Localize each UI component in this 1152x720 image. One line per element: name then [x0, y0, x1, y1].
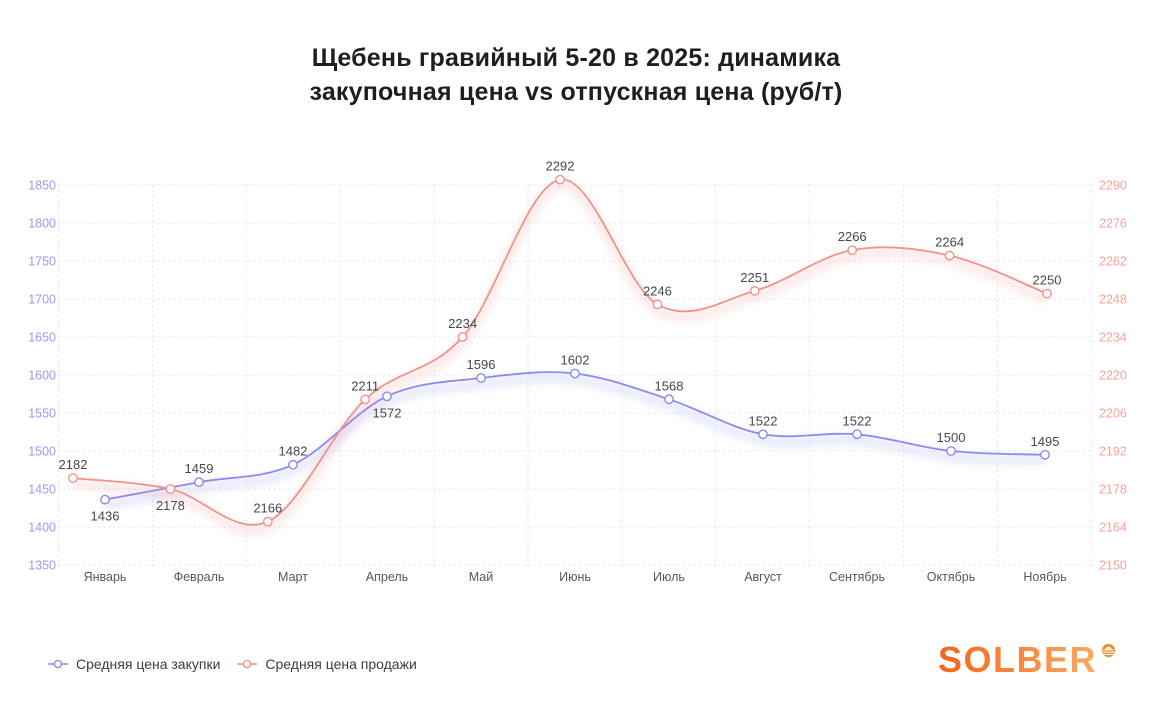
right-axis-tick-label: 2164 [1099, 521, 1127, 535]
data-point-label: 2292 [546, 159, 575, 174]
sale-series-icon [237, 659, 258, 669]
data-point-label: 1495 [1031, 434, 1060, 449]
left-axis-tick-label: 1450 [28, 483, 56, 497]
right-axis-tick-label: 2150 [1099, 559, 1127, 573]
data-point-label: 1436 [91, 509, 120, 524]
data-point-label: 2250 [1033, 273, 1062, 288]
data-point-label: 1500 [937, 430, 966, 445]
left-axis-tick-label: 1600 [28, 369, 56, 383]
chart-title-line1: Щебень гравийный 5-20 в 2025: динамика [311, 44, 841, 72]
data-point-marker [1042, 288, 1052, 299]
x-axis-month-label: Январь [84, 570, 127, 584]
data-point-marker [570, 368, 580, 379]
left-axis-tick-label: 1400 [28, 521, 56, 535]
left-axis-tick-label: 1850 [28, 179, 56, 193]
data-point-label: 1572 [373, 405, 402, 420]
chart-legend: Средняя цена закупки Средняя цена продаж… [47, 656, 417, 672]
left-axis-tick-label: 1800 [28, 217, 56, 231]
data-point-label: 1596 [467, 357, 496, 372]
data-point-marker [457, 332, 468, 342]
data-point-marker [288, 459, 298, 470]
right-axis-tick-label: 2262 [1099, 255, 1127, 269]
purchase-series-icon [48, 659, 68, 669]
data-point-label: 2264 [935, 235, 964, 250]
data-point-label: 2166 [253, 501, 282, 516]
solber-logo-text: SOLBER [937, 639, 1097, 680]
data-point-label: 1459 [185, 461, 214, 476]
data-point-marker [946, 446, 956, 456]
x-axis-month-label: Ноябрь [1023, 570, 1066, 584]
data-point-label: 1602 [561, 353, 590, 368]
data-point-marker [476, 373, 486, 383]
right-axis-tick-label: 2178 [1099, 483, 1127, 497]
solber-logo: SOLBER [938, 642, 1116, 678]
data-point-label: 2182 [59, 457, 88, 472]
left-axis-tick-label: 1500 [28, 445, 56, 459]
data-point-marker [758, 429, 768, 440]
data-point-label: 1522 [749, 413, 778, 428]
x-axis-month-label: Апрель [366, 570, 408, 584]
data-point-marker [652, 299, 663, 310]
left-axis-tick-label: 1750 [28, 255, 56, 269]
x-axis-month-label: Февраль [174, 570, 225, 584]
x-axis-month-label: Март [278, 570, 308, 584]
sunrise-badge-icon [1101, 643, 1116, 663]
left-axis-tick-label: 1550 [28, 407, 56, 421]
left-axis-tick-label: 1350 [28, 559, 56, 573]
legend-label-sale: Средняя цена продажи [265, 656, 417, 672]
data-point-marker [100, 494, 110, 505]
sale-price-line [72, 178, 1048, 526]
legend-item-sale[interactable]: Средняя цена продажи [236, 656, 417, 672]
x-axis-month-label: Август [744, 570, 782, 584]
right-axis-tick-label: 2248 [1099, 293, 1127, 307]
purchase-line-glow [104, 373, 1046, 511]
right-axis-tick-label: 2220 [1099, 369, 1127, 383]
data-point-label: 1522 [843, 413, 872, 428]
legend-item-purchase[interactable]: Средняя цена закупки [47, 656, 220, 672]
data-point-marker [68, 473, 78, 483]
right-axis-tick-label: 2192 [1099, 445, 1127, 459]
right-axis-tick-label: 2290 [1099, 179, 1127, 193]
x-axis-month-label: Сентябрь [829, 570, 885, 584]
data-point-marker [360, 394, 371, 405]
data-point-marker [262, 516, 273, 527]
data-point-label: 2266 [838, 229, 867, 244]
x-axis-month-label: Июль [653, 570, 685, 584]
data-point-label: 1568 [655, 378, 684, 393]
x-axis-month-label: Июнь [559, 570, 591, 584]
chart-title-line2: закупочная цена vs отпускная цена (руб/т… [309, 78, 843, 106]
axis-labels: 1850 1800 1750 1700 1650 1600 1550 1500 1450 1400… [28, 179, 1127, 585]
data-point-label: 2211 [351, 378, 379, 393]
data-point-marker [944, 250, 955, 261]
right-axis-tick-label: 2206 [1099, 407, 1127, 421]
data-point-label: 1482 [279, 444, 308, 459]
left-axis-tick-label: 1700 [28, 293, 56, 307]
x-axis-month-label: Май [469, 570, 494, 584]
data-point-marker [382, 391, 392, 402]
data-point-marker [664, 394, 674, 405]
data-point-label: 2234 [448, 316, 477, 331]
left-axis-tick-label: 1650 [28, 331, 56, 345]
series-points: 1436 1459 1482 1572 1596 1602 1568 1522 1522 1500… [59, 159, 1062, 527]
data-point-label: 2246 [643, 283, 672, 298]
data-point-marker [194, 477, 204, 488]
right-axis-tick-label: 2234 [1099, 331, 1127, 345]
data-point-marker [852, 429, 862, 440]
legend-label-purchase: Средняя цена закупки [76, 656, 221, 672]
data-point-marker [749, 285, 760, 296]
data-point-marker [847, 245, 858, 256]
data-point-label: 2178 [156, 498, 185, 513]
right-axis-tick-label: 2276 [1099, 217, 1127, 231]
data-point-label: 2251 [740, 270, 769, 285]
data-point-marker [1040, 449, 1050, 460]
data-point-marker [165, 484, 176, 494]
data-point-marker [555, 174, 565, 185]
sale-line-glow [72, 181, 1049, 536]
x-axis-month-label: Октябрь [927, 570, 975, 584]
chart-title: Щебень гравийный 5-20 в 2025: динамика з… [0, 41, 1152, 109]
